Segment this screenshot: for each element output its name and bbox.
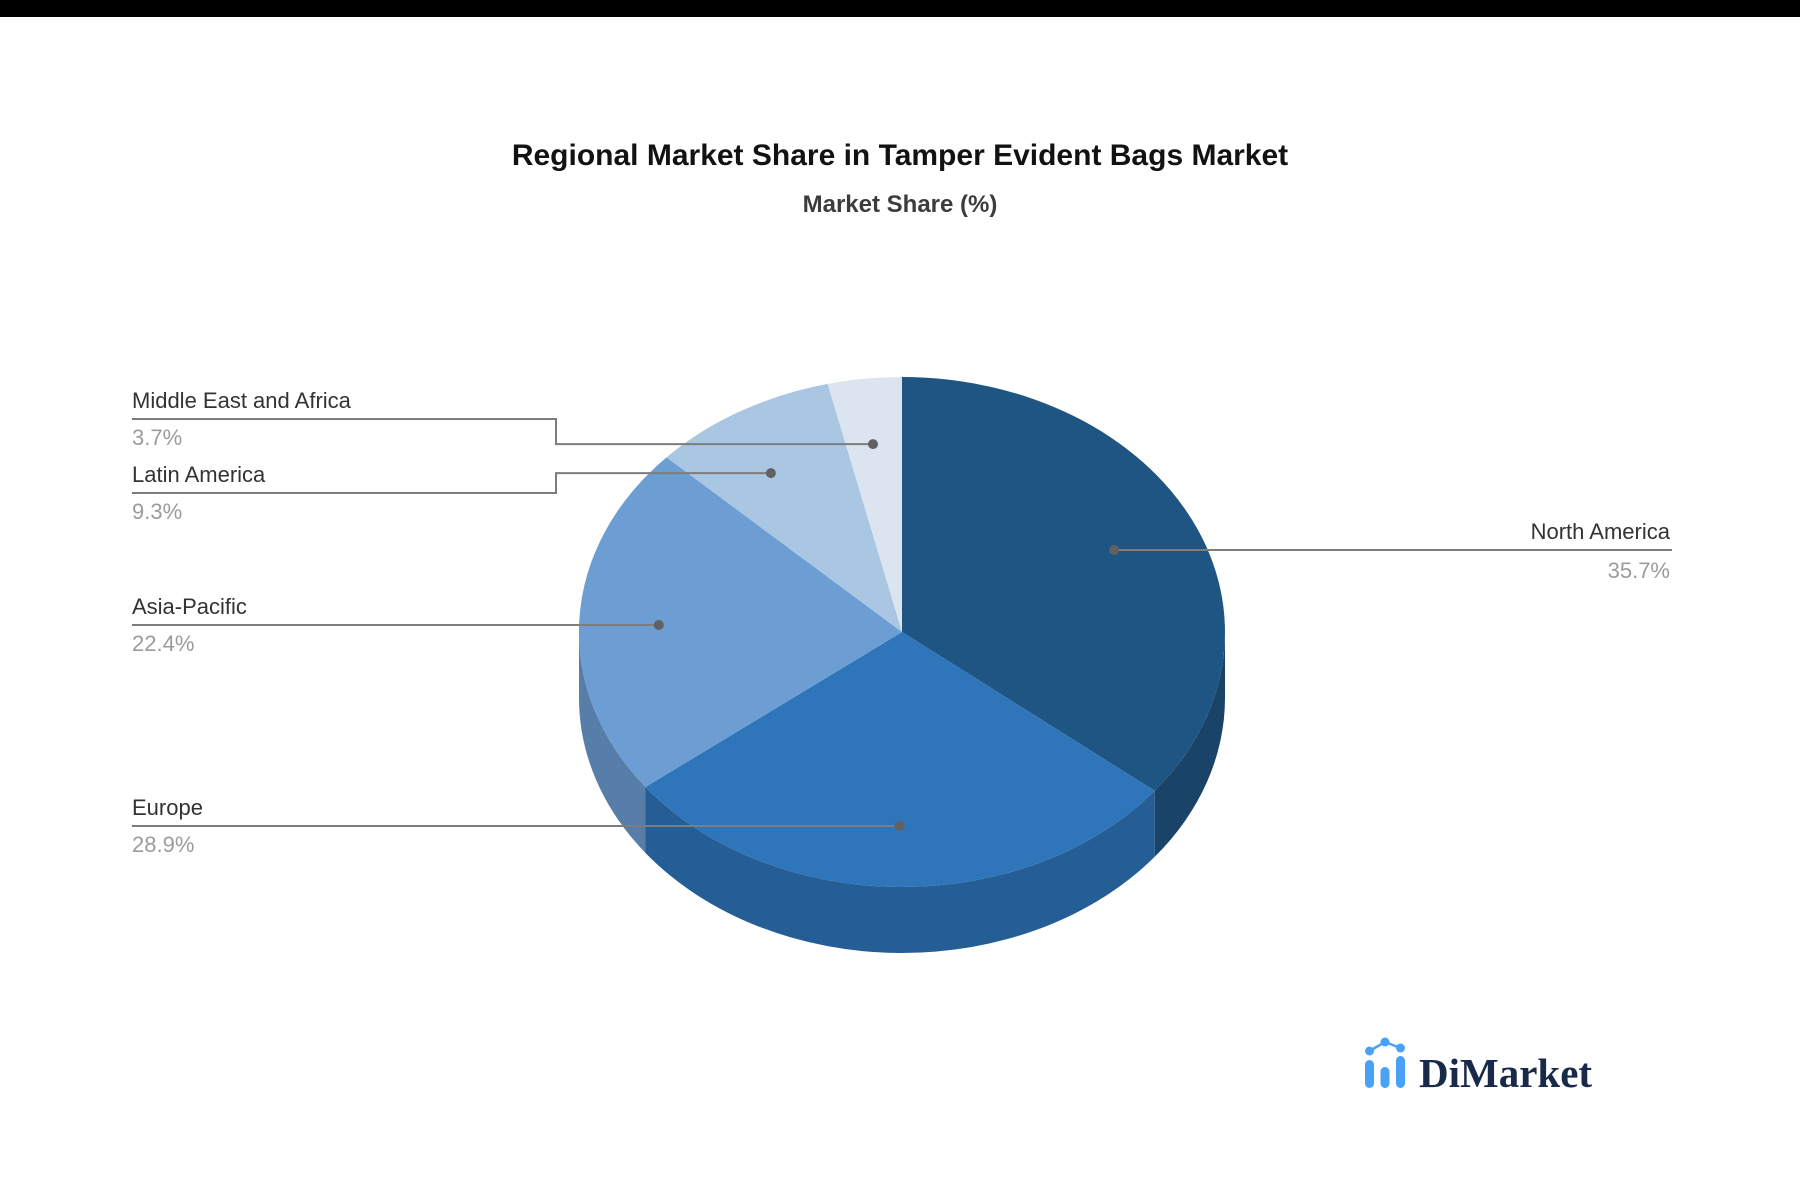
pie-slice-middle-east-and-africa[interactable] [827,377,902,632]
pie-slice-side-asia-pacific [579,632,646,853]
pie-3d-sides [579,632,1225,953]
leader-dot-north-america [1109,545,1120,555]
slice-value-asia-pacific: 22.4% [132,631,194,656]
brand-logo: DiMarket [1365,1037,1592,1096]
leader-line-latin-america [132,472,771,494]
pie-slices [578,377,1225,887]
leader-dot-latin-america [765,468,776,479]
pie-slice-asia-pacific[interactable] [578,457,902,787]
slice-label-middle-east-and-africa: Middle East and Africa [132,388,352,413]
pie-slice-north-america[interactable] [902,377,1225,791]
slice-value-middle-east-and-africa: 3.7% [132,425,182,450]
leader-dot-middle-east-and-africa [868,439,878,450]
slice-label-north-america: North America [1531,519,1671,544]
slice-value-latin-america: 9.3% [132,499,182,524]
chart-title: Regional Market Share in Tamper Evident … [512,139,1288,172]
leader-line-middle-east-and-africa [132,418,873,446]
chart-subtitle: Market Share (%) [803,191,998,218]
bar-chart-logo-icon [1365,1037,1405,1088]
pie-slice-latin-america[interactable] [666,383,903,632]
leader-dot-europe [894,821,905,831]
slice-callouts: North America 35.7% Europe 28.9% Asia-Pacifi… [132,388,1672,857]
pie-slice-side-europe [645,787,1155,953]
logo-text: DiMarket [1419,1050,1592,1096]
slice-label-latin-america: Latin America [132,462,266,487]
slice-label-asia-pacific: Asia-Pacific [132,594,247,619]
slice-value-north-america: 35.7% [1608,558,1670,583]
pie-slice-side-north-america [1154,632,1225,857]
pie-slice-europe[interactable] [645,632,1155,887]
top-black-bar [0,0,1800,17]
slice-value-europe: 28.9% [132,832,194,857]
slice-label-europe: Europe [132,795,203,820]
leader-dot-asia-pacific [653,620,664,630]
